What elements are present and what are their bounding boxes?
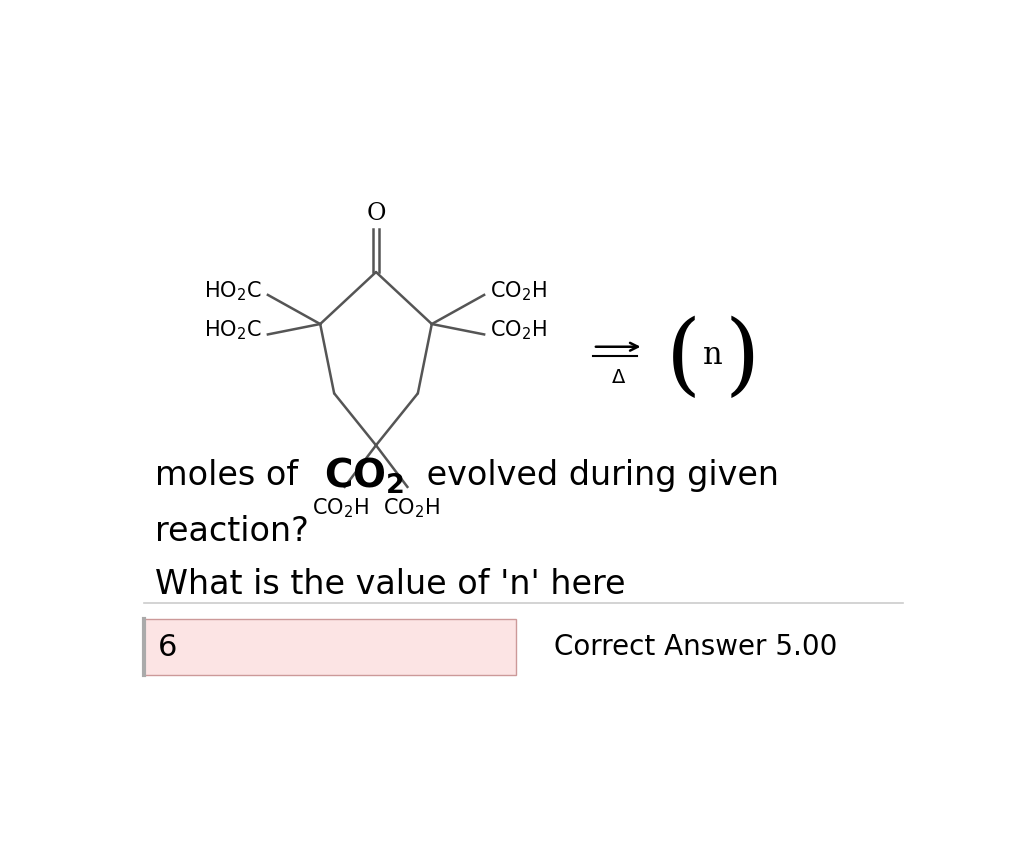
Text: $\mathrm{CO_2H}$: $\mathrm{CO_2H}$: [490, 279, 547, 303]
Text: $\mathbf{CO_2}$: $\mathbf{CO_2}$: [324, 456, 404, 497]
Text: ): ): [725, 315, 760, 402]
Text: $\mathrm{CO_2H}$: $\mathrm{CO_2H}$: [312, 496, 369, 520]
Text: n: n: [703, 340, 723, 371]
Text: $\mathrm{CO_2H}$: $\mathrm{CO_2H}$: [490, 318, 547, 342]
Text: Δ: Δ: [611, 368, 625, 387]
Text: evolved during given: evolved during given: [416, 459, 778, 492]
Text: Correct Answer 5.00: Correct Answer 5.00: [554, 633, 838, 661]
FancyBboxPatch shape: [143, 619, 515, 675]
Text: What is the value of 'n' here: What is the value of 'n' here: [155, 569, 626, 601]
Text: 6: 6: [158, 633, 177, 661]
Text: (: (: [667, 315, 701, 402]
Text: O: O: [367, 202, 386, 225]
Text: moles of: moles of: [155, 459, 309, 492]
Text: $\mathrm{CO_2H}$: $\mathrm{CO_2H}$: [383, 496, 439, 520]
Text: reaction?: reaction?: [155, 514, 309, 548]
Text: $\mathrm{HO_2C}$: $\mathrm{HO_2C}$: [204, 279, 262, 303]
Text: $\mathrm{HO_2C}$: $\mathrm{HO_2C}$: [204, 318, 262, 342]
